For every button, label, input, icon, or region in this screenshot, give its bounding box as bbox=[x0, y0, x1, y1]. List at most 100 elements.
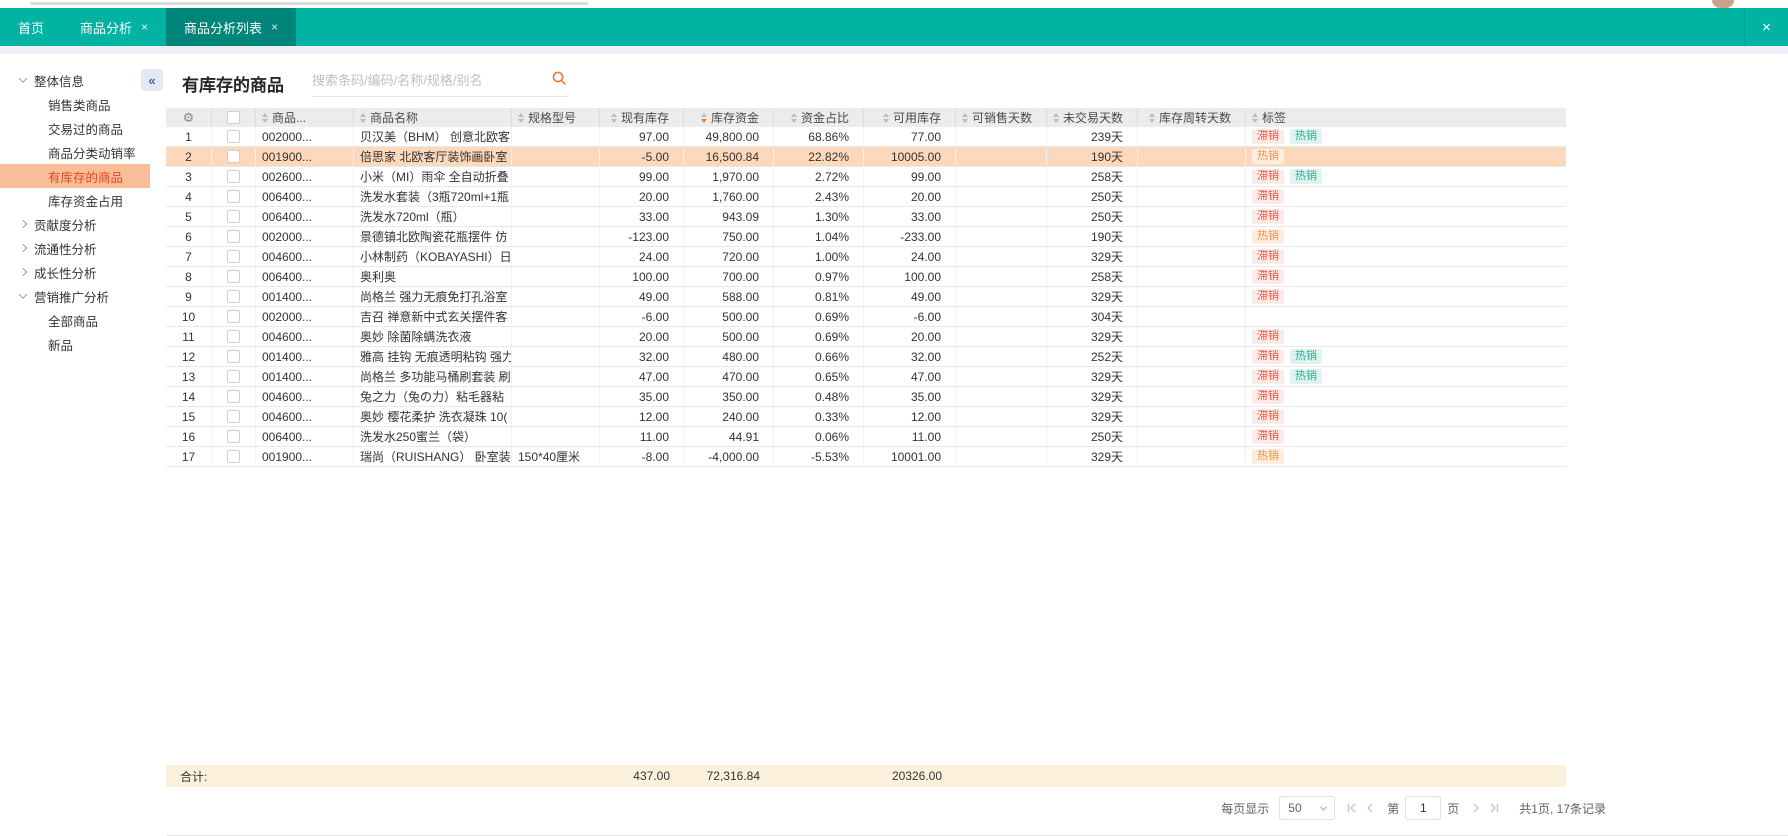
table-row[interactable]: 11 004600... 奥妙 除菌除螨洗衣液 20.00 500.00 0.69% 20.… bbox=[166, 327, 1566, 347]
sidebar-collapse-button[interactable]: « bbox=[141, 69, 163, 91]
cell-notrade: 250天 bbox=[1047, 207, 1138, 226]
table-row[interactable]: 5 006400... 洗发水720ml（瓶） 33.00 943.09 1.30% 33.… bbox=[166, 207, 1566, 227]
cell-fund: 588.00 bbox=[684, 287, 774, 306]
cell-notrade: 190天 bbox=[1047, 147, 1138, 166]
tab-商品分析列表[interactable]: 商品分析列表 × bbox=[166, 8, 297, 46]
column-header-ratio[interactable]: 资金占比 bbox=[774, 108, 864, 127]
tab-close-icon[interactable]: × bbox=[141, 20, 149, 34]
sidebar-item-流通性分析[interactable]: 流通性分析 bbox=[0, 236, 150, 260]
sidebar-item-贡献度分析[interactable]: 贡献度分析 bbox=[0, 212, 150, 236]
table-row[interactable]: 17 001900... 瑞尚（RUISHANG） 卧室装 150*40厘米 -8.00… bbox=[166, 447, 1566, 467]
cell-name: 瑞尚（RUISHANG） 卧室装 bbox=[354, 447, 512, 466]
cell-name: 洗发水250蜜兰（袋） bbox=[354, 427, 512, 446]
table-row[interactable]: 9 001400... 尚格兰 强力无痕免打孔浴室 49.00 588.00 0.81% 4… bbox=[166, 287, 1566, 307]
sidebar-item-交易过的商品[interactable]: 交易过的商品 bbox=[0, 116, 150, 140]
row-checkbox[interactable] bbox=[227, 190, 240, 203]
next-page-icon[interactable] bbox=[1469, 801, 1483, 815]
cell-row-number: 14 bbox=[166, 387, 212, 406]
table-row[interactable]: 10 002000... 吉召 禅意新中式玄关摆件客 -6.00 500.00 0.69%… bbox=[166, 307, 1566, 327]
table-row[interactable]: 15 004600... 奥妙 樱花柔护 洗衣凝珠 10(12.00 240.00 0.… bbox=[166, 407, 1566, 427]
tab-首页[interactable]: 首页 bbox=[0, 8, 62, 46]
select-all-checkbox[interactable] bbox=[227, 111, 240, 124]
column-header-saledays[interactable]: 可销售天数 bbox=[956, 108, 1047, 127]
cell-fund: -4,000.00 bbox=[684, 447, 774, 466]
table-row[interactable]: 12 001400... 雅高 挂钩 无痕透明粘钩 强力 32.00 480.00 0.6… bbox=[166, 347, 1566, 367]
row-checkbox[interactable] bbox=[227, 130, 240, 143]
tab-商品分析[interactable]: 商品分析 × bbox=[62, 8, 166, 46]
row-checkbox[interactable] bbox=[227, 210, 240, 223]
tab-close-icon[interactable]: × bbox=[271, 20, 279, 34]
table-row[interactable]: 6 002000... 景德镇北欧陶瓷花瓶摆件 仿 -123.00 750.00 1.04… bbox=[166, 227, 1566, 247]
sidebar-item-新品[interactable]: 新品 bbox=[0, 332, 150, 356]
page-size-select[interactable]: 50 bbox=[1279, 796, 1336, 820]
sidebar-item-有库存的商品[interactable]: 有库存的商品 bbox=[0, 164, 150, 188]
cell-tags: 热销 bbox=[1246, 447, 1566, 466]
column-header-spec[interactable]: 规格型号 bbox=[512, 108, 600, 127]
cell-turnover bbox=[1138, 267, 1246, 286]
sidebar-item-商品分类动销率[interactable]: 商品分类动销率 bbox=[0, 140, 150, 164]
cell-tags: 滞销 bbox=[1246, 287, 1566, 306]
sidebar-item-营销推广分析[interactable]: 营销推广分析 bbox=[0, 284, 150, 308]
cell-ratio: 0.97% bbox=[774, 267, 864, 286]
sidebar-item-成长性分析[interactable]: 成长性分析 bbox=[0, 260, 150, 284]
close-window-icon[interactable]: × bbox=[1744, 8, 1788, 46]
row-checkbox[interactable] bbox=[227, 410, 240, 423]
row-checkbox[interactable] bbox=[227, 230, 240, 243]
column-header-stock[interactable]: 现有库存 bbox=[600, 108, 684, 127]
column-header-avail[interactable]: 可用库存 bbox=[864, 108, 956, 127]
cell-code: 001900... bbox=[256, 147, 354, 166]
row-checkbox[interactable] bbox=[227, 350, 240, 363]
column-header-name[interactable]: 商品名称 bbox=[354, 108, 512, 127]
sort-carets-icon bbox=[360, 112, 366, 123]
row-checkbox[interactable] bbox=[227, 290, 240, 303]
prev-page-icon[interactable] bbox=[1363, 801, 1377, 815]
totals-cell-spec bbox=[512, 765, 600, 787]
last-page-icon[interactable] bbox=[1487, 801, 1501, 815]
search-icon[interactable] bbox=[551, 70, 567, 91]
row-checkbox[interactable] bbox=[227, 450, 240, 463]
row-checkbox[interactable] bbox=[227, 370, 240, 383]
pagination: 每页显示 50 第 页 bbox=[166, 793, 1606, 823]
sidebar-item-销售类商品[interactable]: 销售类商品 bbox=[0, 92, 150, 116]
search-input[interactable] bbox=[312, 72, 551, 88]
table-row[interactable]: 8 006400... 奥利奥 100.00 700.00 0.97% 100.00 258天… bbox=[166, 267, 1566, 287]
sidebar-item-整体信息[interactable]: 整体信息 bbox=[0, 68, 150, 92]
table-row[interactable]: 3 002600... 小米（MI）雨伞 全自动折叠 99.00 1,970.00 2.7… bbox=[166, 167, 1566, 187]
sort-carets-icon bbox=[518, 112, 524, 123]
row-checkbox[interactable] bbox=[227, 310, 240, 323]
column-header-tags[interactable]: 标签 bbox=[1246, 108, 1566, 127]
tag-滞销: 滞销 bbox=[1252, 349, 1284, 364]
table-row[interactable]: 16 006400... 洗发水250蜜兰（袋） 11.00 44.91 0.06% 11.… bbox=[166, 427, 1566, 447]
row-checkbox[interactable] bbox=[227, 150, 240, 163]
table-row[interactable]: 4 006400... 洗发水套装（3瓶720ml+1瓶 20.00 1,760.00 2… bbox=[166, 187, 1566, 207]
products-table: ⚙ 商品... 商品名称 规格型号 现有库存 库存资金 资金占比 可用库存 可销售天数 未交易天数… bbox=[166, 108, 1566, 467]
tag-热销: 热销 bbox=[1290, 129, 1322, 144]
cell-name: 倍思家 北欧客厅装饰画卧室 bbox=[354, 147, 512, 166]
row-checkbox[interactable] bbox=[227, 390, 240, 403]
column-header-notrade[interactable]: 未交易天数 bbox=[1047, 108, 1138, 127]
first-page-icon[interactable] bbox=[1345, 801, 1359, 815]
page-number-input[interactable] bbox=[1405, 796, 1442, 820]
column-header-fund[interactable]: 库存资金 bbox=[684, 108, 774, 127]
row-checkbox[interactable] bbox=[227, 170, 240, 183]
column-header-label: 可用库存 bbox=[892, 111, 941, 125]
table-row[interactable]: 7 004600... 小林制药（KOBAYASHI）日 24.00 720.00 1.0… bbox=[166, 247, 1566, 267]
row-checkbox[interactable] bbox=[227, 330, 240, 343]
table-row[interactable]: 14 004600... 兔之力（兔の力）粘毛器粘 35.00 350.00 0.48% 3… bbox=[166, 387, 1566, 407]
cell-stock: -6.00 bbox=[600, 307, 684, 326]
table-row[interactable]: 2 001900... 倍思家 北欧客厅装饰画卧室 -5.00 16,500.84 22.… bbox=[166, 147, 1566, 167]
column-settings-gear-icon[interactable]: ⚙ bbox=[182, 109, 195, 125]
sidebar-item-库存资金占用[interactable]: 库存资金占用 bbox=[0, 188, 150, 212]
row-checkbox[interactable] bbox=[227, 430, 240, 443]
table-row[interactable]: 13 001400... 尚格兰 多功能马桶刷套装 刷 47.00 470.00 0.65… bbox=[166, 367, 1566, 387]
sidebar-item-label: 流通性分析 bbox=[34, 242, 97, 257]
cell-notrade: 329天 bbox=[1047, 287, 1138, 306]
column-header-turnover[interactable]: 库存周转天数 bbox=[1138, 108, 1246, 127]
tag-滞销: 滞销 bbox=[1252, 369, 1284, 384]
cell-stock: 11.00 bbox=[600, 427, 684, 446]
sidebar-item-全部商品[interactable]: 全部商品 bbox=[0, 308, 150, 332]
column-header-code[interactable]: 商品... bbox=[256, 108, 354, 127]
table-row[interactable]: 1 002000... 贝汉美（BHM） 创意北欧客 97.00 49,800.00 68… bbox=[166, 127, 1566, 147]
row-checkbox[interactable] bbox=[227, 250, 240, 263]
row-checkbox[interactable] bbox=[227, 270, 240, 283]
